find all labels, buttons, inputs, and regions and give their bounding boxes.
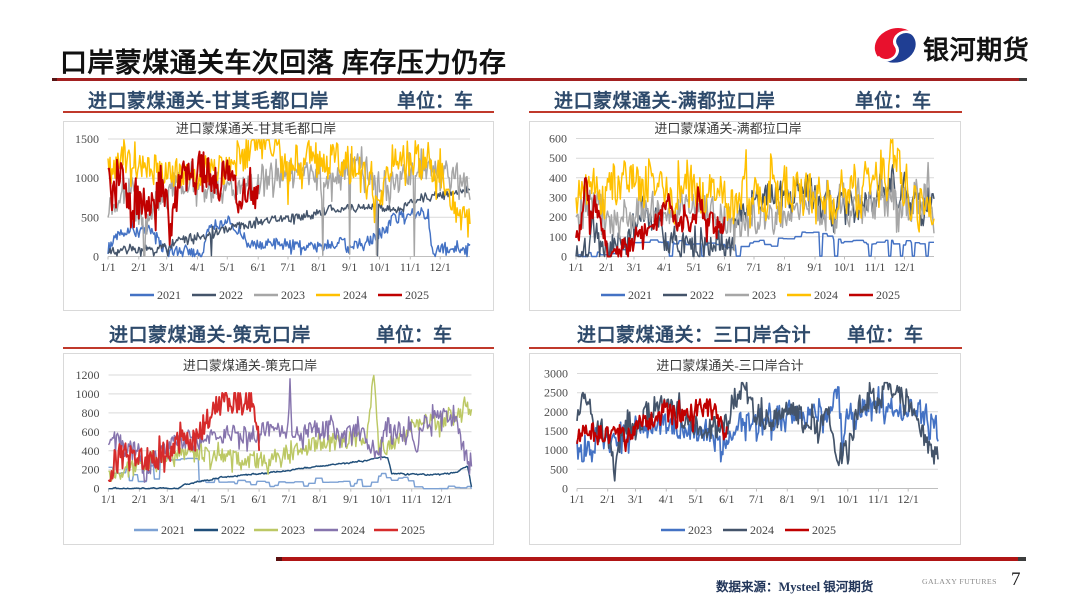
svg-text:7/1: 7/1 xyxy=(281,492,296,506)
svg-text:2023: 2023 xyxy=(688,523,712,537)
svg-text:8/1: 8/1 xyxy=(312,492,327,506)
svg-text:1500: 1500 xyxy=(544,424,568,438)
svg-text:4/1: 4/1 xyxy=(659,492,674,506)
svg-text:11/1: 11/1 xyxy=(400,260,421,274)
svg-text:200: 200 xyxy=(549,210,567,224)
svg-text:7/1: 7/1 xyxy=(746,260,761,274)
svg-text:500: 500 xyxy=(549,151,567,165)
svg-text:2021: 2021 xyxy=(628,288,652,302)
svg-text:2021: 2021 xyxy=(161,523,185,537)
svg-text:300: 300 xyxy=(549,191,567,205)
svg-text:12/1: 12/1 xyxy=(894,260,915,274)
svg-text:0: 0 xyxy=(562,482,568,496)
svg-text:600: 600 xyxy=(549,132,567,146)
svg-text:5/1: 5/1 xyxy=(221,492,236,506)
svg-text:7/1: 7/1 xyxy=(280,260,295,274)
svg-text:0: 0 xyxy=(93,250,99,264)
svg-text:2/1: 2/1 xyxy=(131,260,146,274)
svg-text:1/1: 1/1 xyxy=(100,260,115,274)
svg-text:2023: 2023 xyxy=(752,288,776,302)
svg-text:2025: 2025 xyxy=(401,523,425,537)
svg-text:1500: 1500 xyxy=(75,132,99,146)
svg-text:11/1: 11/1 xyxy=(865,260,886,274)
svg-text:2025: 2025 xyxy=(876,288,900,302)
svg-text:5/1: 5/1 xyxy=(220,260,235,274)
svg-text:2023: 2023 xyxy=(281,288,305,302)
svg-text:11/1: 11/1 xyxy=(868,492,889,506)
svg-text:800: 800 xyxy=(82,406,100,420)
svg-text:2/1: 2/1 xyxy=(132,492,147,506)
svg-text:12/1: 12/1 xyxy=(898,492,919,506)
svg-text:进口蒙煤通关-甘其毛都口岸: 进口蒙煤通关-甘其毛都口岸 xyxy=(176,122,336,136)
svg-text:8/1: 8/1 xyxy=(780,492,795,506)
svg-text:200: 200 xyxy=(82,463,100,477)
svg-text:2022: 2022 xyxy=(219,288,243,302)
svg-text:2022: 2022 xyxy=(221,523,245,537)
svg-text:11/1: 11/1 xyxy=(401,492,422,506)
svg-text:6/1: 6/1 xyxy=(719,492,734,506)
svg-text:6/1: 6/1 xyxy=(251,492,266,506)
svg-text:400: 400 xyxy=(549,171,567,185)
svg-text:9/1: 9/1 xyxy=(342,260,357,274)
svg-text:1/1: 1/1 xyxy=(569,492,584,506)
svg-text:2500: 2500 xyxy=(544,386,568,400)
svg-text:12/1: 12/1 xyxy=(431,492,452,506)
svg-text:2023: 2023 xyxy=(281,523,305,537)
svg-text:10/1: 10/1 xyxy=(369,260,390,274)
svg-text:1/1: 1/1 xyxy=(101,492,116,506)
svg-text:6/1: 6/1 xyxy=(251,260,266,274)
svg-text:500: 500 xyxy=(550,462,568,476)
svg-text:2024: 2024 xyxy=(343,288,367,302)
svg-text:1/1: 1/1 xyxy=(568,260,583,274)
svg-text:5/1: 5/1 xyxy=(688,492,703,506)
svg-text:9/1: 9/1 xyxy=(810,492,825,506)
svg-text:2024: 2024 xyxy=(341,523,365,537)
svg-text:600: 600 xyxy=(82,425,100,439)
svg-text:1000: 1000 xyxy=(75,171,99,185)
svg-text:12/1: 12/1 xyxy=(430,260,451,274)
svg-text:3/1: 3/1 xyxy=(159,260,174,274)
svg-text:9/1: 9/1 xyxy=(807,260,822,274)
svg-text:100: 100 xyxy=(549,230,567,244)
svg-text:10/1: 10/1 xyxy=(370,492,391,506)
svg-text:2025: 2025 xyxy=(405,288,429,302)
svg-text:7/1: 7/1 xyxy=(749,492,764,506)
svg-text:进口蒙煤通关-三口岸合计: 进口蒙煤通关-三口岸合计 xyxy=(656,358,803,373)
svg-text:6/1: 6/1 xyxy=(717,260,732,274)
svg-text:1000: 1000 xyxy=(76,387,100,401)
svg-text:3/1: 3/1 xyxy=(626,260,641,274)
svg-text:0: 0 xyxy=(94,482,100,496)
svg-text:2021: 2021 xyxy=(157,288,181,302)
svg-text:2/1: 2/1 xyxy=(600,492,615,506)
svg-text:4/1: 4/1 xyxy=(657,260,672,274)
svg-text:进口蒙煤通关-策克口岸: 进口蒙煤通关-策克口岸 xyxy=(183,358,317,373)
svg-text:4/1: 4/1 xyxy=(191,492,206,506)
svg-text:2022: 2022 xyxy=(690,288,714,302)
svg-text:2000: 2000 xyxy=(544,405,568,419)
svg-text:8/1: 8/1 xyxy=(311,260,326,274)
svg-text:2025: 2025 xyxy=(812,523,836,537)
svg-text:0: 0 xyxy=(561,250,567,264)
svg-text:8/1: 8/1 xyxy=(777,260,792,274)
svg-text:10/1: 10/1 xyxy=(837,492,858,506)
svg-text:10/1: 10/1 xyxy=(834,260,855,274)
svg-text:2024: 2024 xyxy=(750,523,774,537)
svg-text:进口蒙煤通关-满都拉口岸: 进口蒙煤通关-满都拉口岸 xyxy=(654,122,801,136)
svg-text:5/1: 5/1 xyxy=(686,260,701,274)
svg-text:1000: 1000 xyxy=(544,443,568,457)
svg-text:500: 500 xyxy=(81,210,99,224)
svg-text:3/1: 3/1 xyxy=(160,492,175,506)
svg-text:3000: 3000 xyxy=(544,367,568,381)
svg-text:4/1: 4/1 xyxy=(190,260,205,274)
svg-text:3/1: 3/1 xyxy=(628,492,643,506)
svg-text:2024: 2024 xyxy=(814,288,838,302)
svg-text:400: 400 xyxy=(82,444,100,458)
svg-text:9/1: 9/1 xyxy=(343,492,358,506)
svg-text:2/1: 2/1 xyxy=(599,260,614,274)
svg-text:1200: 1200 xyxy=(76,368,100,382)
